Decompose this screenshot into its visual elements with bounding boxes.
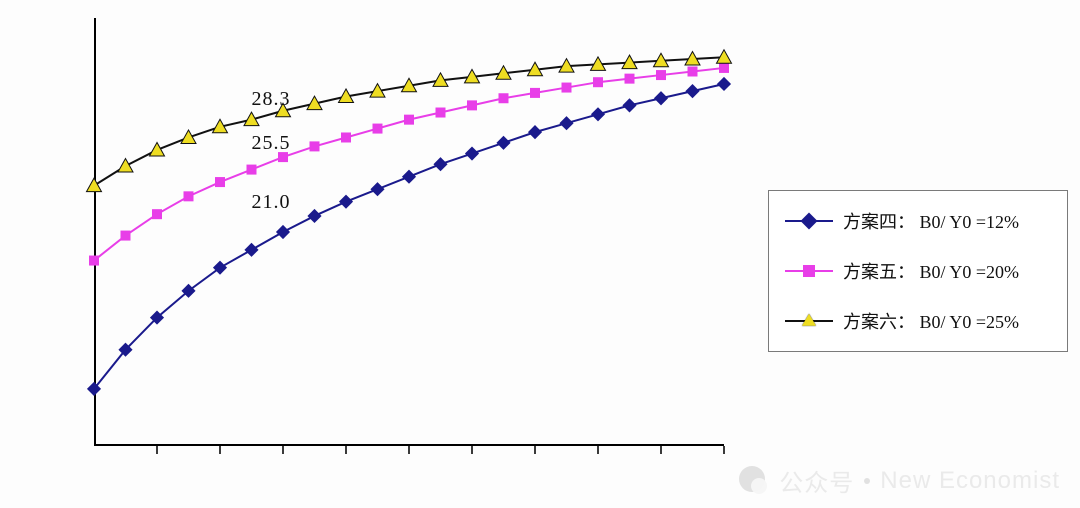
watermark-text-left: 公众号 [779, 463, 854, 498]
x-tick [660, 446, 662, 454]
series-marker-plan5 [562, 83, 572, 93]
x-tick [282, 446, 284, 454]
series-marker-plan5 [404, 115, 414, 125]
legend-swatch [785, 211, 833, 231]
series-marker-plan6 [118, 159, 133, 173]
legend-label: 方案六： B0/ Y0 =25% [843, 308, 1019, 334]
series-marker-plan5 [467, 100, 477, 110]
watermark: 公众号 New Economist [735, 463, 1060, 498]
x-tick [408, 446, 410, 454]
series-marker-plan5 [719, 63, 729, 73]
series-marker-plan5 [688, 67, 698, 77]
series-marker-plan5 [499, 93, 509, 103]
wechat-icon [735, 464, 769, 498]
x-tick [723, 446, 725, 454]
series-marker-plan5 [121, 231, 131, 241]
x-tick [219, 446, 221, 454]
x-tick [597, 446, 599, 454]
series-marker-plan4 [433, 157, 447, 171]
series-marker-plan5 [152, 209, 162, 219]
x-tick [156, 446, 158, 454]
chart-plot-svg [94, 18, 724, 446]
series-marker-plan4 [496, 136, 510, 150]
legend-item-plan6: 方案六： B0/ Y0 =25% [785, 307, 1051, 335]
series-marker-plan5 [656, 70, 666, 80]
line-chart: 28.3 25.5 21.0 [94, 18, 724, 446]
x-tick [534, 446, 536, 454]
legend-swatch [785, 311, 833, 331]
chart-annotation: 21.0 [252, 191, 291, 214]
series-marker-plan5 [215, 177, 225, 187]
series-marker-plan4 [339, 195, 353, 209]
series-marker-plan4 [307, 209, 321, 223]
series-marker-plan5 [625, 74, 635, 84]
series-marker-plan4 [654, 91, 668, 105]
series-marker-plan4 [213, 261, 227, 275]
watermark-dot-icon [864, 478, 870, 484]
legend-box: 方案四： B0/ Y0 =12% 方案五： B0/ Y0 =20% 方案六： B0/… [768, 190, 1068, 352]
series-marker-plan4 [276, 225, 290, 239]
series-marker-plan5 [373, 124, 383, 134]
series-marker-plan4 [685, 84, 699, 98]
series-marker-plan5 [530, 88, 540, 98]
series-marker-plan4 [528, 125, 542, 139]
series-marker-plan6 [150, 142, 165, 155]
series-marker-plan6 [717, 50, 732, 64]
series-marker-plan5 [247, 165, 257, 175]
series-marker-plan4 [591, 107, 605, 121]
legend-swatch [785, 261, 833, 281]
series-marker-plan4 [370, 182, 384, 196]
series-marker-plan5 [593, 77, 603, 87]
series-marker-plan4 [402, 170, 416, 184]
legend-label: 方案四： B0/ Y0 =12% [843, 208, 1019, 234]
series-line-plan5 [94, 68, 724, 261]
x-tick [471, 446, 473, 454]
legend-item-plan4: 方案四： B0/ Y0 =12% [785, 207, 1051, 235]
series-marker-plan4 [465, 146, 479, 160]
x-tick [345, 446, 347, 454]
chart-annotation: 25.5 [252, 132, 291, 155]
series-marker-plan5 [341, 132, 351, 142]
series-marker-plan4 [244, 243, 258, 257]
series-marker-plan4 [717, 77, 731, 91]
series-marker-plan4 [559, 116, 573, 130]
legend-item-plan5: 方案五： B0/ Y0 =20% [785, 257, 1051, 285]
chart-annotation: 28.3 [252, 88, 291, 111]
series-marker-plan6 [87, 178, 102, 192]
series-marker-plan5 [310, 141, 320, 151]
legend-label: 方案五： B0/ Y0 =20% [843, 258, 1019, 284]
series-marker-plan4 [622, 98, 636, 112]
series-marker-plan5 [89, 256, 99, 266]
watermark-text-right: New Economist [880, 467, 1060, 495]
series-marker-plan5 [184, 191, 194, 201]
series-marker-plan5 [436, 108, 446, 118]
